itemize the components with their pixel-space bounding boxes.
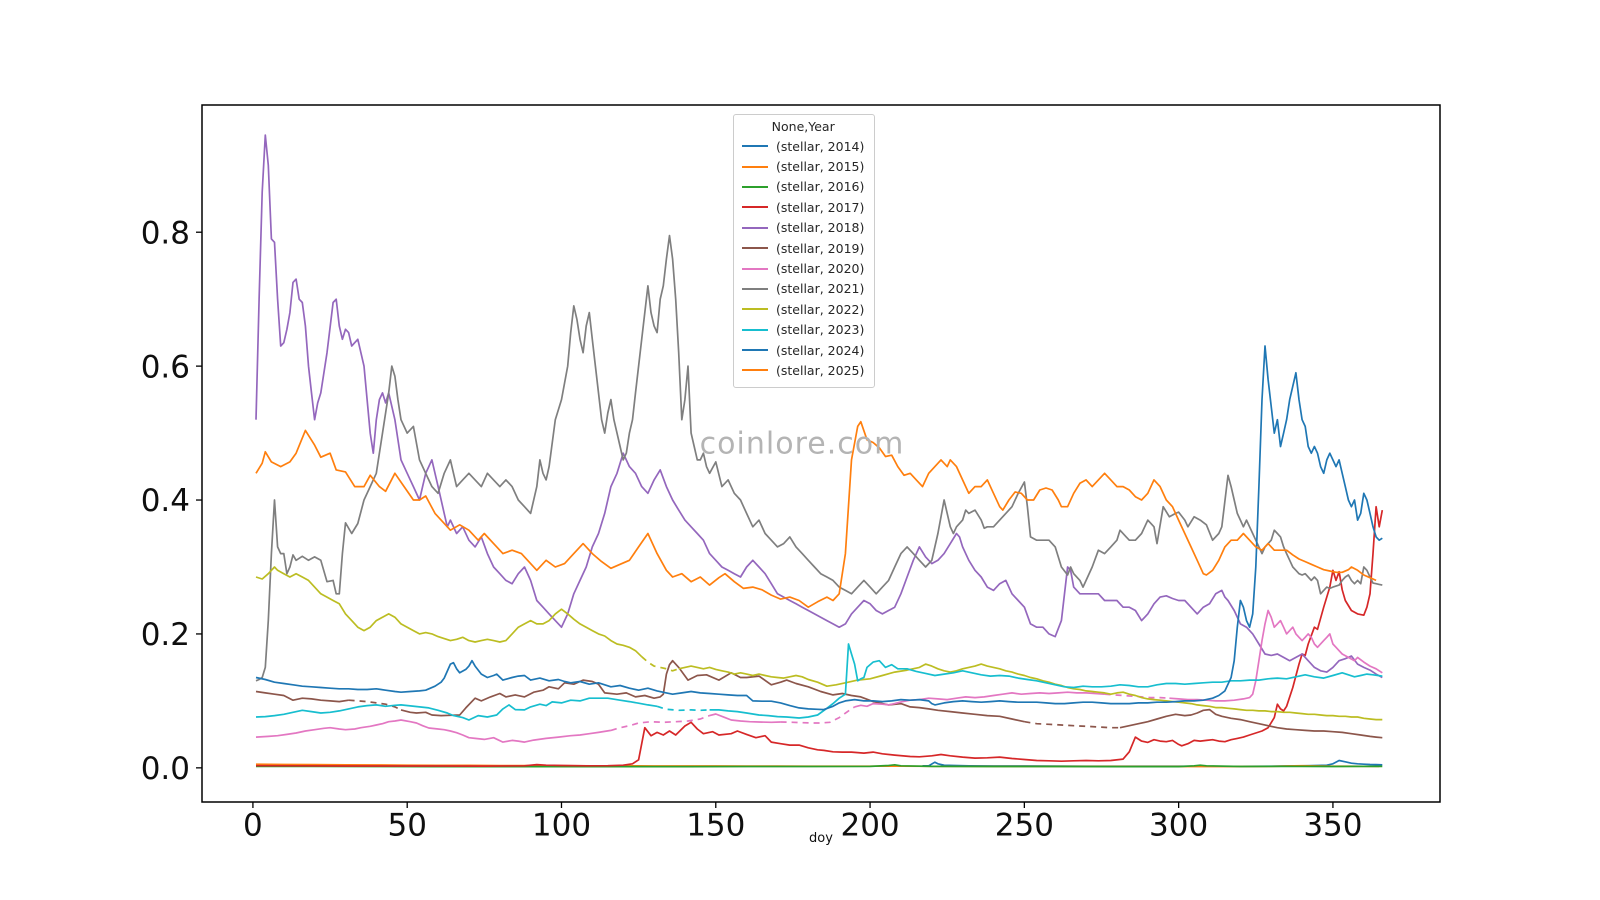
series-(stellar, 2018) [255, 134, 1383, 679]
legend-entry-label: (stellar, 2016) [776, 179, 865, 195]
series-path [256, 763, 1383, 768]
y-tick-label: 0.6 [141, 349, 190, 385]
legend-entry: (stellar, 2024) [742, 340, 864, 360]
x-tick-label: 100 [532, 807, 591, 843]
legend-line-swatch [742, 226, 768, 229]
series-(stellar, 2023) [255, 643, 1383, 721]
legend-entry-label: (stellar, 2014) [776, 138, 865, 154]
y-tick-label: 0.4 [141, 483, 190, 519]
series-path [255, 420, 1377, 609]
watermark: coinlore.com [699, 426, 905, 462]
legend-entry-label: (stellar, 2025) [776, 362, 865, 378]
series-path [641, 656, 679, 672]
legend-line-swatch [742, 267, 768, 270]
series-path [255, 134, 1383, 679]
legend-entry: (stellar, 2025) [742, 360, 864, 380]
legend-entry-label: (stellar, 2018) [776, 220, 865, 236]
legend-line-swatch [742, 369, 768, 372]
legend-entry-label: (stellar, 2022) [776, 301, 865, 317]
y-tick-label: 0.8 [141, 215, 190, 251]
legend-entry: (stellar, 2020) [742, 258, 864, 278]
series-path [610, 714, 710, 732]
series-path [255, 719, 612, 743]
legend-entry: (stellar, 2023) [742, 320, 864, 340]
series-path [656, 705, 710, 712]
legend-line-swatch [742, 308, 768, 311]
series-path [255, 690, 349, 703]
y-tick-label: 0.2 [141, 617, 190, 653]
legend-entry: (stellar, 2017) [742, 197, 864, 217]
series-path [255, 697, 658, 721]
x-tick-label: 150 [686, 807, 745, 843]
series-path [1119, 708, 1383, 739]
legend-entry-label: (stellar, 2020) [776, 261, 865, 277]
series-path [255, 345, 1383, 711]
legend-entry-label: (stellar, 2024) [776, 342, 865, 358]
series-path [1024, 720, 1120, 729]
series-(stellar, 2016) [256, 763, 1383, 768]
legend-line-swatch [742, 287, 768, 290]
x-tick-label: 200 [840, 807, 899, 843]
series-(stellar, 2024) [255, 345, 1383, 711]
legend-line-swatch [742, 206, 768, 209]
legend-entry-label: (stellar, 2017) [776, 199, 865, 215]
legend-line-swatch [742, 349, 768, 352]
series-(stellar, 2019) [255, 659, 1383, 739]
series-lines [255, 134, 1384, 768]
series-path [255, 505, 1384, 767]
y-tick-label: 0.0 [141, 751, 190, 787]
x-tick-label: 250 [995, 807, 1054, 843]
legend-entry: (stellar, 2015) [742, 156, 864, 176]
x-tick-label: 300 [1149, 807, 1208, 843]
legend-title: None,Year [771, 119, 835, 134]
series-path [400, 659, 1025, 723]
legend-line-swatch [742, 328, 768, 331]
series-path [348, 699, 402, 711]
series-path [255, 566, 643, 658]
legend-entry-label: (stellar, 2015) [776, 159, 865, 175]
x-tick-label: 350 [1303, 807, 1362, 843]
legend-line-swatch [742, 165, 768, 168]
series-(stellar, 2017) [255, 505, 1384, 767]
legend-entry: (stellar, 2016) [742, 177, 864, 197]
legend-entry: (stellar, 2019) [742, 238, 864, 258]
legend-entry-label: (stellar, 2019) [776, 240, 865, 256]
series-path [709, 643, 1383, 719]
legend-entry: (stellar, 2022) [742, 299, 864, 319]
legend-line-swatch [742, 145, 768, 148]
series-path [255, 234, 1383, 682]
series-path [780, 706, 856, 724]
x-tick-label: 0 [243, 807, 263, 843]
series-path [1169, 609, 1383, 702]
legend-entry: (stellar, 2018) [742, 218, 864, 238]
legend-entries: (stellar, 2014) (stellar, 2015) (stellar, … [742, 136, 864, 381]
y-axis: 0.0 0.2 0.4 0.6 0.8 [141, 215, 202, 787]
x-tick-label: 50 [387, 807, 426, 843]
legend-line-swatch [742, 247, 768, 250]
series-(stellar, 2020) [255, 609, 1383, 743]
series-path [854, 691, 1105, 708]
series-path [709, 713, 781, 724]
series-(stellar, 2021) [255, 234, 1383, 682]
x-axis-label: doy [809, 831, 833, 846]
legend: None,Year (stellar, 2014) (stellar, 2015)… [733, 114, 876, 388]
legend-entry: (stellar, 2021) [742, 279, 864, 299]
legend-entry-label: (stellar, 2021) [776, 281, 865, 297]
legend-entry: (stellar, 2014) [742, 136, 864, 156]
legend-line-swatch [742, 185, 768, 188]
legend-entry-label: (stellar, 2023) [776, 322, 865, 338]
x-axis: 0 50 100 150 200 250 300 350 [243, 802, 1363, 843]
series-(stellar, 2025) [255, 420, 1377, 609]
